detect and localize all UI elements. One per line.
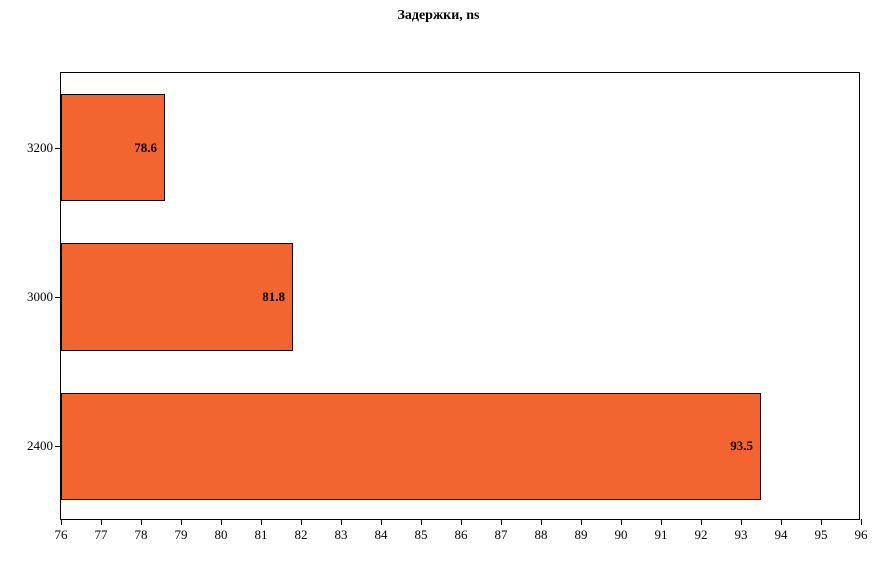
xtick-mark <box>781 519 782 525</box>
xtick-mark <box>301 519 302 525</box>
xtick-label: 91 <box>655 527 668 543</box>
xtick-mark <box>101 519 102 525</box>
xtick-mark <box>461 519 462 525</box>
xtick-mark <box>261 519 262 525</box>
xtick-label: 80 <box>215 527 228 543</box>
xtick-mark <box>381 519 382 525</box>
xtick-label: 84 <box>375 527 388 543</box>
xtick-mark <box>341 519 342 525</box>
xtick-mark <box>501 519 502 525</box>
xtick-mark <box>661 519 662 525</box>
xtick-mark <box>741 519 742 525</box>
xtick-label: 92 <box>695 527 708 543</box>
xtick-label: 76 <box>55 527 68 543</box>
xtick-mark <box>861 519 862 525</box>
bar-value-label: 78.6 <box>134 140 157 156</box>
xtick-label: 94 <box>775 527 788 543</box>
xtick-label: 88 <box>535 527 548 543</box>
xtick-label: 85 <box>415 527 428 543</box>
chart-title: Задержки, ns <box>0 8 877 24</box>
xtick-mark <box>181 519 182 525</box>
bar-value-label: 81.8 <box>262 289 285 305</box>
bar <box>61 243 293 351</box>
xtick-mark <box>621 519 622 525</box>
xtick-mark <box>821 519 822 525</box>
xtick-label: 89 <box>575 527 588 543</box>
latency-chart: Задержки, ns 767778798081828384858687888… <box>0 0 877 564</box>
ytick-label: 3200 <box>19 140 53 156</box>
xtick-mark <box>421 519 422 525</box>
xtick-mark <box>701 519 702 525</box>
xtick-label: 77 <box>95 527 108 543</box>
xtick-label: 79 <box>175 527 188 543</box>
bar <box>61 393 761 501</box>
xtick-label: 81 <box>255 527 268 543</box>
xtick-mark <box>61 519 62 525</box>
xtick-label: 90 <box>615 527 628 543</box>
xtick-mark <box>221 519 222 525</box>
plot-area: 7677787980818283848586878889909192939495… <box>60 72 860 520</box>
ytick-label: 2400 <box>19 438 53 454</box>
xtick-label: 87 <box>495 527 508 543</box>
xtick-label: 86 <box>455 527 468 543</box>
xtick-label: 93 <box>735 527 748 543</box>
xtick-label: 82 <box>295 527 308 543</box>
xtick-mark <box>141 519 142 525</box>
xtick-label: 78 <box>135 527 148 543</box>
xtick-label: 83 <box>335 527 348 543</box>
xtick-mark <box>581 519 582 525</box>
xtick-mark <box>541 519 542 525</box>
xtick-label: 95 <box>815 527 828 543</box>
xtick-label: 96 <box>855 527 868 543</box>
ytick-label: 3000 <box>19 289 53 305</box>
bar-value-label: 93.5 <box>730 438 753 454</box>
